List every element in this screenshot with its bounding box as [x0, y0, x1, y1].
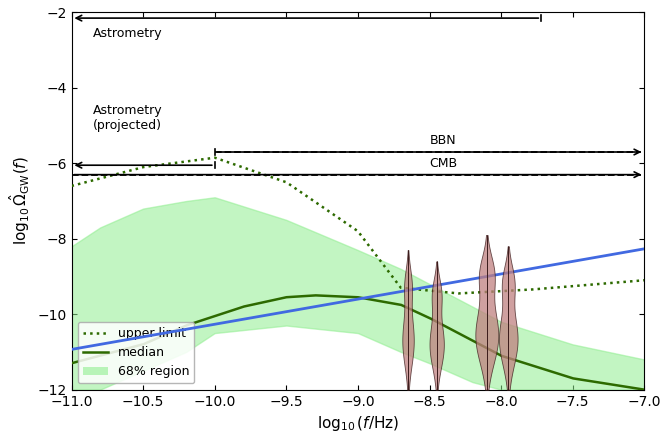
upper limit: [526, 287, 534, 292]
Text: CMB: CMB: [430, 157, 458, 170]
Line: upper limit: upper limit: [71, 158, 645, 293]
median: [311, 293, 319, 298]
Line: median: median: [71, 295, 645, 390]
median: [299, 293, 307, 299]
median: [515, 359, 523, 364]
X-axis label: $\log_{10}(f/\mathrm{Hz})$: $\log_{10}(f/\mathrm{Hz})$: [317, 414, 399, 433]
upper limit: [300, 191, 308, 197]
Text: Astrometry: Astrometry: [93, 27, 162, 40]
upper limit: [126, 168, 134, 173]
median: [321, 293, 329, 298]
upper limit: [454, 291, 462, 296]
median: [525, 362, 533, 367]
upper limit: [641, 278, 649, 283]
upper limit: [321, 205, 329, 211]
median: [462, 334, 470, 340]
median: [126, 345, 134, 351]
median: [67, 361, 75, 366]
Text: BBN: BBN: [430, 135, 456, 147]
upper limit: [211, 155, 219, 160]
upper limit: [67, 183, 75, 189]
upper limit: [515, 288, 523, 293]
Text: Astrometry
(projected): Astrometry (projected): [93, 104, 162, 132]
median: [641, 387, 649, 392]
Y-axis label: $\log_{10}\hat{\Omega}_{\mathrm{GW}}(f)$: $\log_{10}\hat{\Omega}_{\mathrm{GW}}(f)$: [7, 157, 32, 246]
Legend: upper limit, median, 68% region: upper limit, median, 68% region: [77, 322, 194, 383]
upper limit: [462, 290, 470, 296]
